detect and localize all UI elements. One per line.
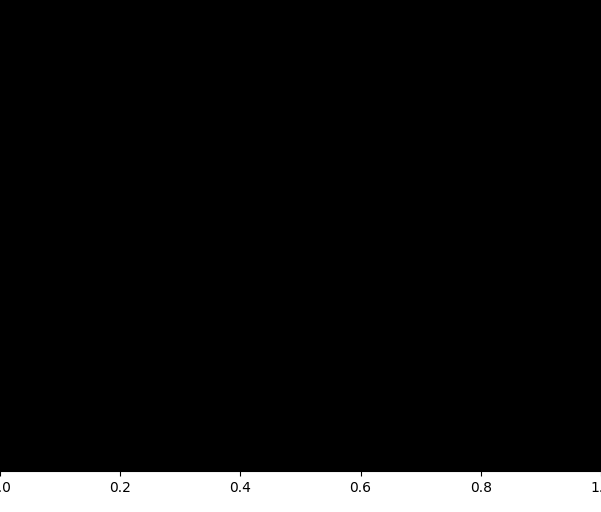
- Text: Arrows show the wind wave direction: Arrows show the wind wave direction: [184, 28, 417, 41]
- Text: Cartopy required for map rendering: Cartopy required for map rendering: [176, 228, 425, 243]
- Text: Primary Swell energy on Thursday 05 Dec at 2:30am IST: Primary Swell energy on Thursday 05 Dec …: [45, 13, 556, 31]
